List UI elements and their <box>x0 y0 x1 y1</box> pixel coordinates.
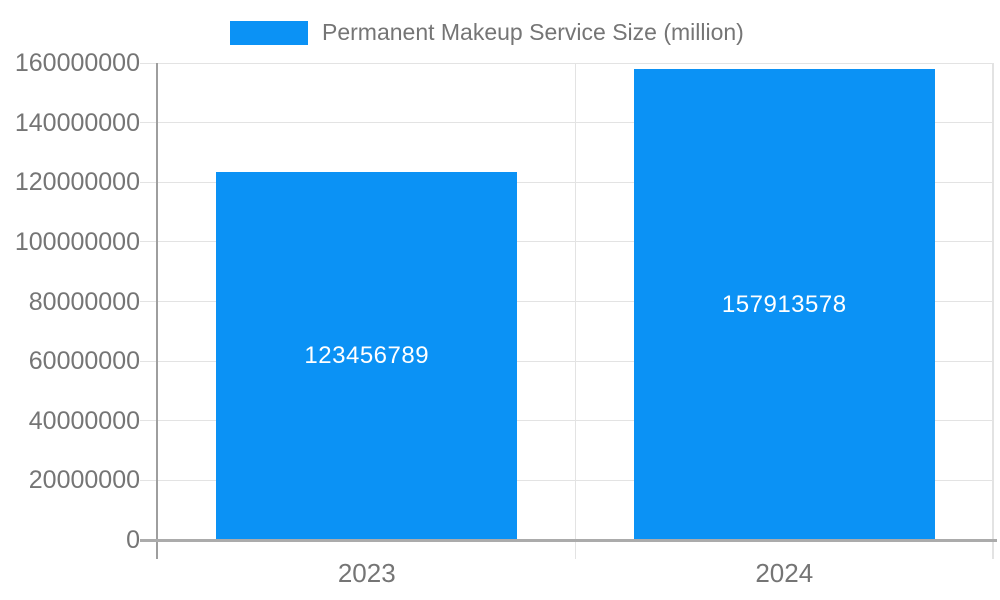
bar-2023[interactable]: 123456789 <box>216 171 518 540</box>
y-axis-tick-label: 120000000 <box>14 168 140 197</box>
y-axis-line <box>156 63 158 559</box>
y-axis-tick-label: 80000000 <box>28 287 140 316</box>
y-gridline <box>140 360 993 362</box>
legend-item[interactable]: Permanent Makeup Service Size (million) <box>230 19 744 46</box>
y-gridline <box>140 241 993 243</box>
y-gridline <box>140 301 993 302</box>
category-divider-line <box>575 63 576 559</box>
bar-value-label: 157913578 <box>721 290 847 318</box>
y-gridline <box>140 62 993 64</box>
x-axis-line <box>140 538 997 542</box>
x-axis-category-label: 2023 <box>337 558 396 588</box>
y-axis-tick-label: 20000000 <box>28 466 140 495</box>
y-gridline <box>140 420 993 422</box>
y-gridline <box>140 122 993 124</box>
x-axis-category-label: 2024 <box>755 558 814 588</box>
legend-label: Permanent Makeup Service Size (million) <box>322 19 744 45</box>
legend-swatch <box>230 20 308 45</box>
y-axis-tick-label: 40000000 <box>28 406 140 435</box>
plot-right-border <box>992 63 994 559</box>
y-axis-tick-label: 60000000 <box>28 347 140 376</box>
y-axis-tick-label: 140000000 <box>14 108 140 137</box>
y-gridline <box>140 181 993 183</box>
bar-2024[interactable]: 157913578 <box>633 69 935 540</box>
y-axis-tick-label: 0 <box>126 526 140 554</box>
y-axis-tick-label: 160000000 <box>14 49 140 77</box>
y-axis-tick-label: 100000000 <box>14 227 140 256</box>
bar-value-label: 123456789 <box>304 341 430 369</box>
y-gridline <box>140 479 993 481</box>
